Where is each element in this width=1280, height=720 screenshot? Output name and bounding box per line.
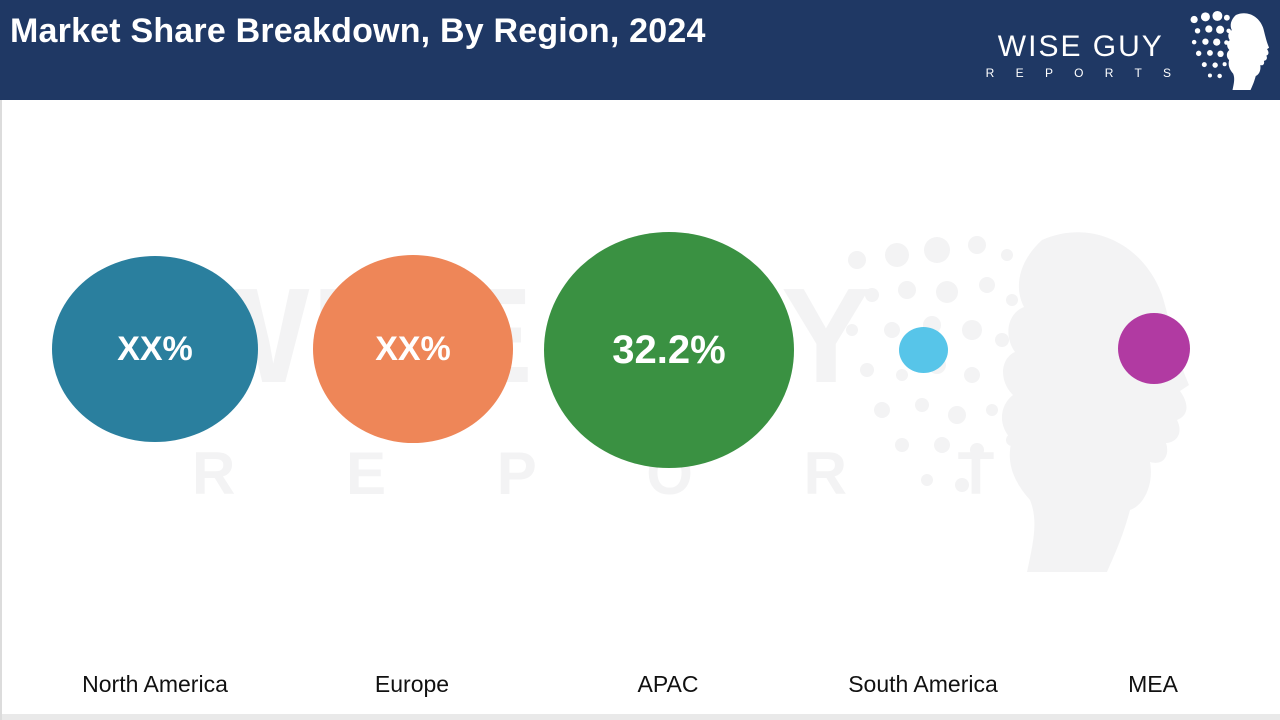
- bubble-value-label: 32.2%: [612, 327, 726, 372]
- category-label-europe: Europe: [374, 671, 450, 697]
- bubble-europe: XX%: [313, 255, 513, 443]
- category-label-north-america: North America: [82, 671, 228, 697]
- bubble-north-america: XX%: [52, 256, 258, 442]
- page-title: Market Share Breakdown, By Region, 2024: [10, 12, 706, 50]
- bubble-value-label: XX%: [375, 329, 451, 368]
- brand-head-icon: [1190, 10, 1270, 90]
- category-label-apac: APAC: [637, 671, 699, 697]
- brand-logo: WISE GUY R E P O R T S: [982, 8, 1272, 92]
- bubble-apac: 32.2%: [544, 232, 794, 468]
- bubble-value-label: XX%: [117, 329, 193, 368]
- bubble-south-america: [899, 327, 948, 373]
- brand-subtitle: R E P O R T S: [985, 66, 1180, 80]
- watermark-head-graphic: [846, 232, 1189, 572]
- bubble-mea: [1118, 313, 1190, 384]
- category-label-mea: MEA: [1128, 671, 1178, 697]
- chart-area: WISE GUY R E P O R T S XX% XX% 32.2%: [0, 100, 1280, 720]
- bottom-border: [2, 714, 1280, 720]
- category-label-south-america: South America: [848, 671, 998, 697]
- brand-logo-text: WISE GUY R E P O R T S: [982, 30, 1180, 80]
- app-header: Market Share Breakdown, By Region, 2024 …: [0, 0, 1280, 100]
- brand-name: WISE GUY: [997, 30, 1164, 63]
